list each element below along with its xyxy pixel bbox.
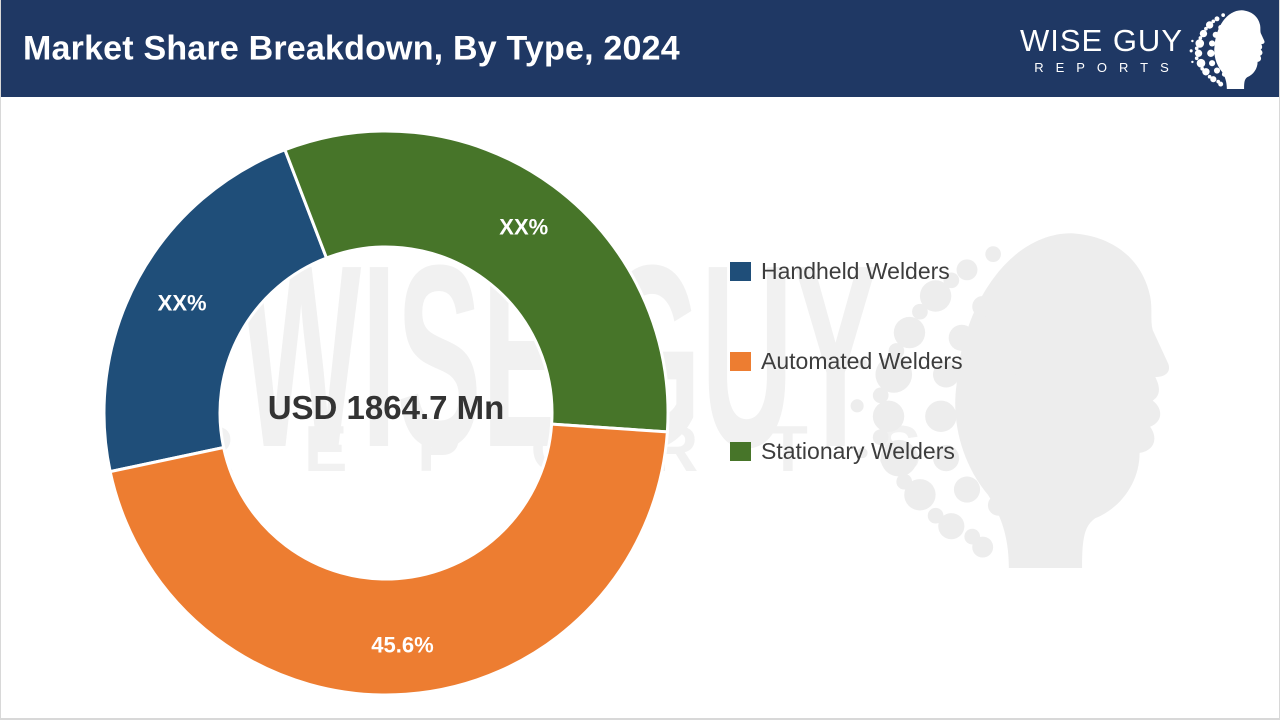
page-title: Market Share Breakdown, By Type, 2024: [23, 29, 680, 67]
legend-label: Stationary Welders: [761, 437, 955, 464]
donut-chart: XX% XX% 45.6%: [102, 129, 670, 697]
legend-swatch-automated-welders: [730, 351, 751, 371]
segment-label-stationary-welders: XX%: [499, 214, 548, 239]
logo-face-icon: [1185, 9, 1265, 90]
legend-item-handheld-welders: Handheld Welders: [730, 256, 963, 286]
legend-item-stationary-welders: Stationary Welders: [730, 436, 963, 466]
legend-item-automated-welders: Automated Welders: [730, 346, 963, 376]
donut-segment-stationary-welders: [283, 129, 670, 434]
legend-label: Handheld Welders: [761, 257, 950, 284]
logo-text: WISE GUY REPORTS: [1020, 25, 1183, 74]
logo-reports-label: REPORTS: [1034, 59, 1181, 75]
donut-segment-handheld-welders: [102, 147, 329, 474]
wise-guy-reports-logo: WISE GUY REPORTS: [1020, 7, 1265, 91]
segment-label-handheld-welders: XX%: [158, 290, 207, 315]
header-bar: Market Share Breakdown, By Type, 2024 WI…: [1, 0, 1279, 97]
logo-wiseguy-label: WISE GUY: [1019, 22, 1183, 58]
legend-label: Automated Welders: [761, 347, 963, 374]
head-profile-dots-icon: [1189, 10, 1265, 90]
legend-swatch-stationary-welders: [730, 441, 751, 461]
chart-legend: Handheld Welders Automated Welders Station…: [730, 256, 963, 526]
legend-swatch-handheld-welders: [730, 261, 751, 281]
segment-label-automated-welders: 45.6%: [371, 632, 433, 657]
donut-segment-automated-welders: [108, 422, 669, 697]
chart-center-value: USD 1864.7 Mn: [267, 389, 505, 426]
